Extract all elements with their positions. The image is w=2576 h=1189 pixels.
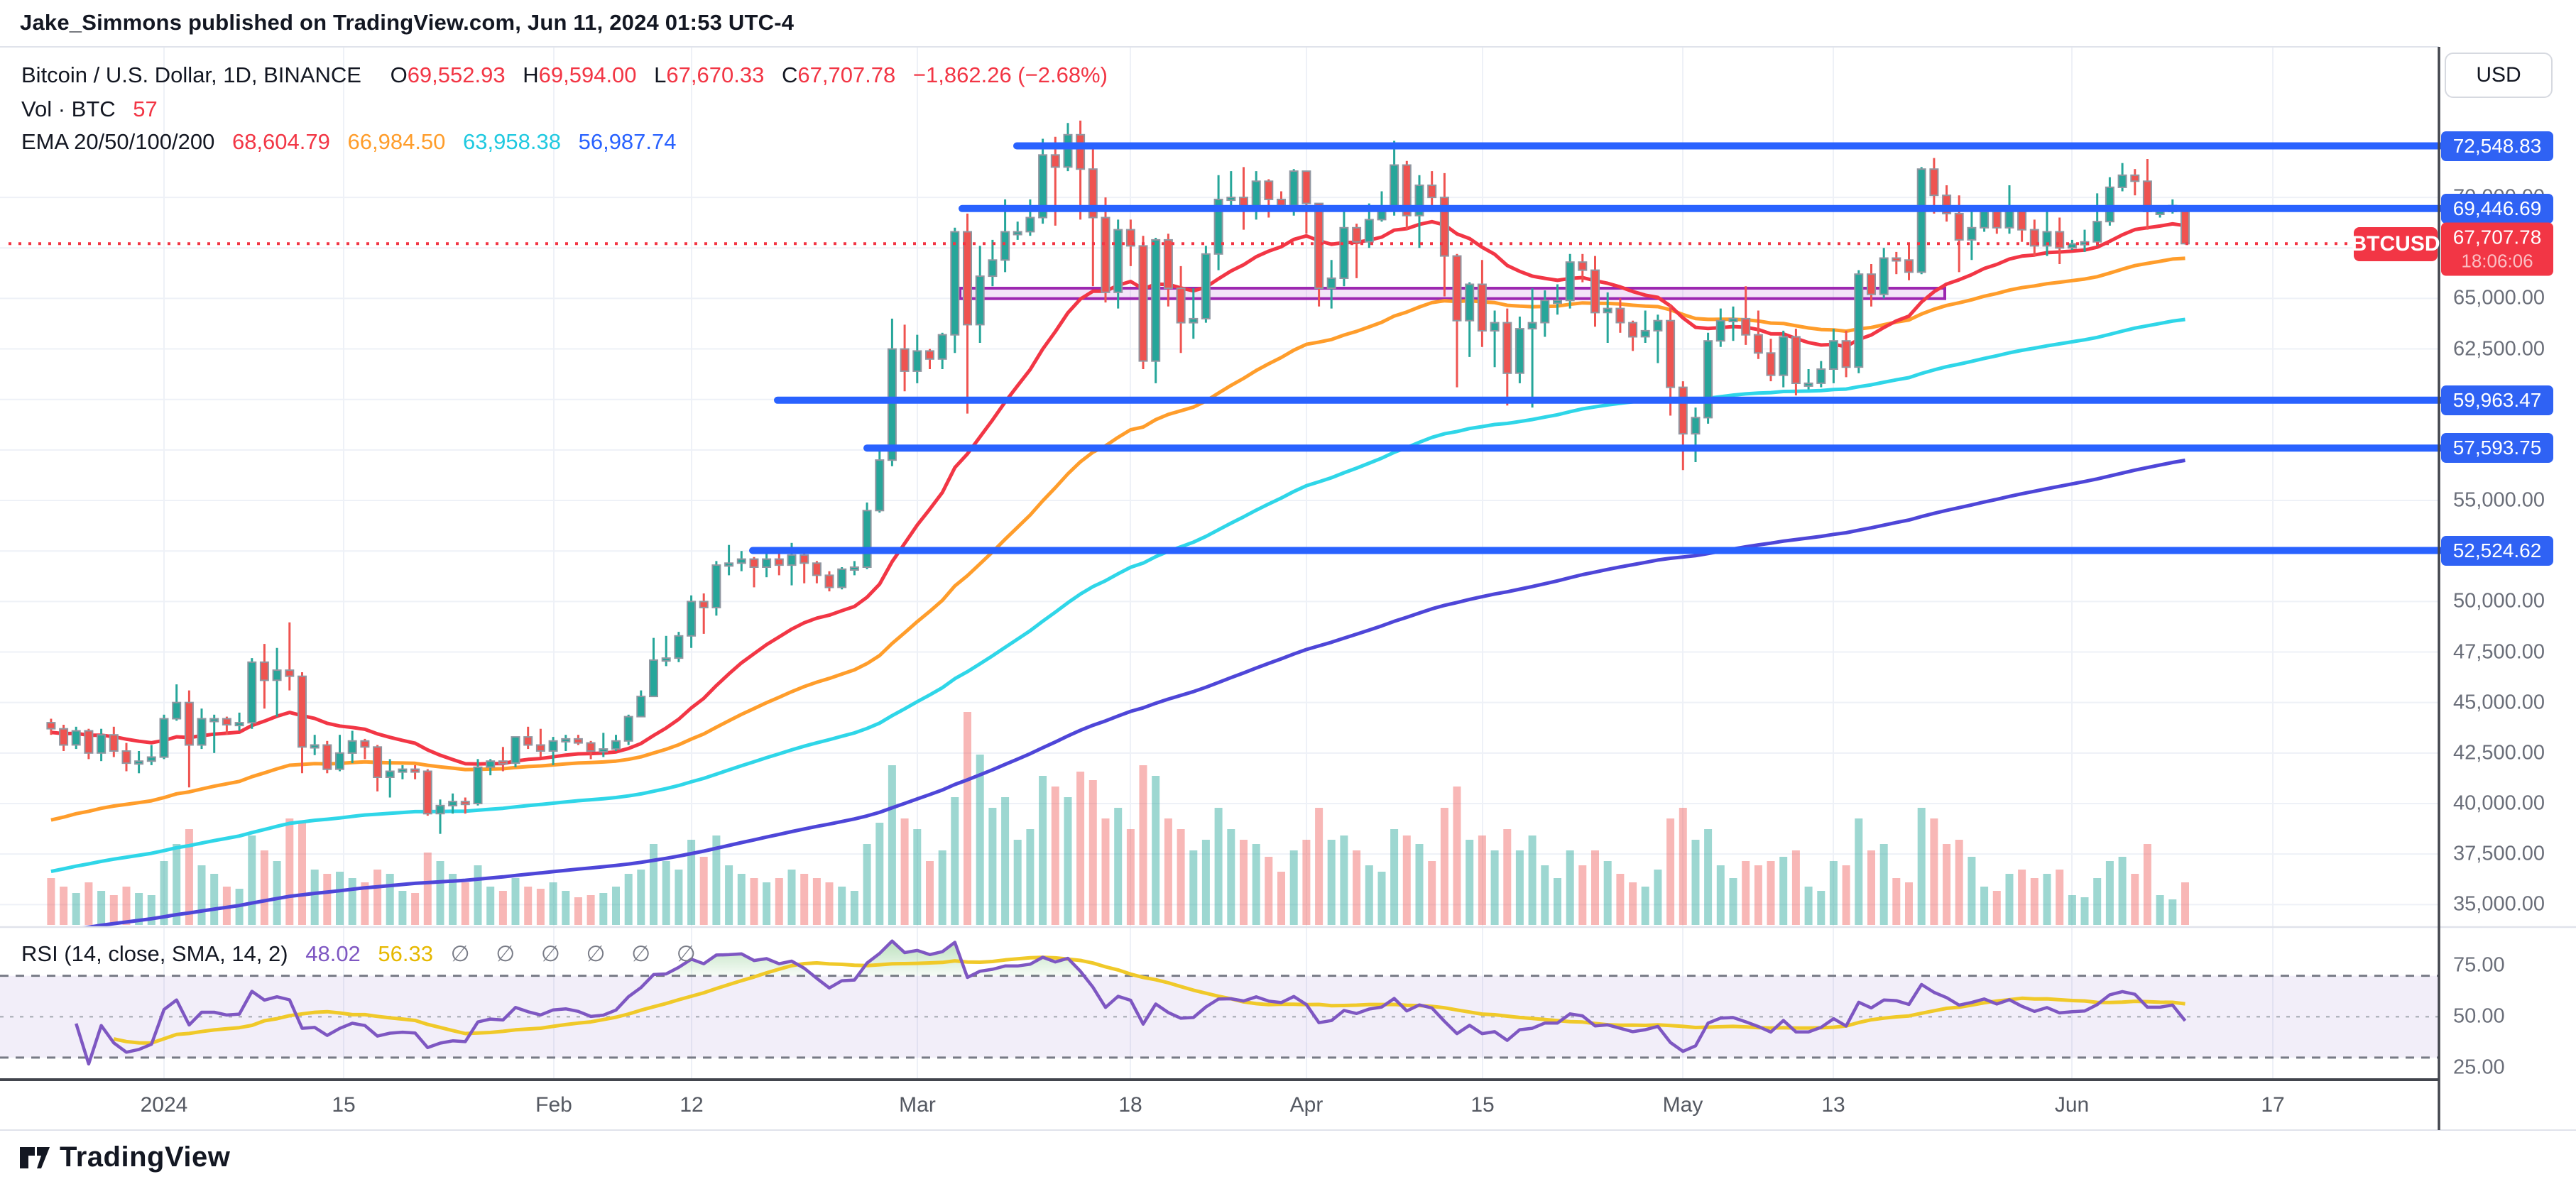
ema20-value: 68,604.79 bbox=[231, 129, 330, 154]
currency-selector-button[interactable]: USD bbox=[2445, 53, 2553, 98]
rsi-sma-value: 56.33 bbox=[378, 941, 433, 966]
symbol-legend-row[interactable]: Bitcoin / U.S. Dollar, 1D, BINANCE O69,5… bbox=[21, 62, 1108, 88]
high-label: H bbox=[523, 62, 539, 87]
ema50-value: 66,984.50 bbox=[347, 129, 446, 154]
volume-legend-row[interactable]: Vol · BTC 57 bbox=[21, 97, 158, 122]
change-value: −1,862.26 (−2.68%) bbox=[912, 62, 1108, 87]
high-value: 69,594.00 bbox=[538, 62, 637, 87]
low-value: 67,670.33 bbox=[666, 62, 765, 87]
rsi-empty-slots: ∅ ∅ ∅ ∅ ∅ ∅ bbox=[450, 941, 706, 966]
tradingview-logo-icon bbox=[20, 1146, 50, 1168]
open-label: O bbox=[390, 62, 408, 87]
volume-label: Vol · BTC bbox=[21, 97, 116, 121]
ema100-value: 63,958.38 bbox=[463, 129, 561, 154]
rsi-label: RSI (14, close, SMA, 14, 2) bbox=[21, 941, 288, 966]
rsi-legend-row[interactable]: RSI (14, close, SMA, 14, 2) 48.02 56.33 … bbox=[21, 941, 706, 967]
close-value: 67,707.78 bbox=[797, 62, 896, 87]
rsi-value: 48.02 bbox=[305, 941, 361, 966]
ema-legend-row[interactable]: EMA 20/50/100/200 68,604.79 66,984.50 63… bbox=[21, 129, 677, 155]
publish-attribution: Jake_Simmons published on TradingView.co… bbox=[20, 10, 795, 35]
ema-label: EMA 20/50/100/200 bbox=[21, 129, 215, 154]
low-label: L bbox=[654, 62, 667, 87]
open-value: 69,552.93 bbox=[407, 62, 506, 87]
tradingview-brand[interactable]: TradingView bbox=[18, 1141, 230, 1173]
close-label: C bbox=[781, 62, 798, 87]
symbol-title[interactable]: Bitcoin / U.S. Dollar, 1D, BINANCE bbox=[21, 62, 361, 87]
tradingview-brand-text: TradingView bbox=[60, 1141, 231, 1173]
ema200-value: 56,987.74 bbox=[578, 129, 677, 154]
volume-value: 57 bbox=[133, 97, 158, 121]
symbol-price-tag: BTCUSD bbox=[2352, 227, 2440, 261]
